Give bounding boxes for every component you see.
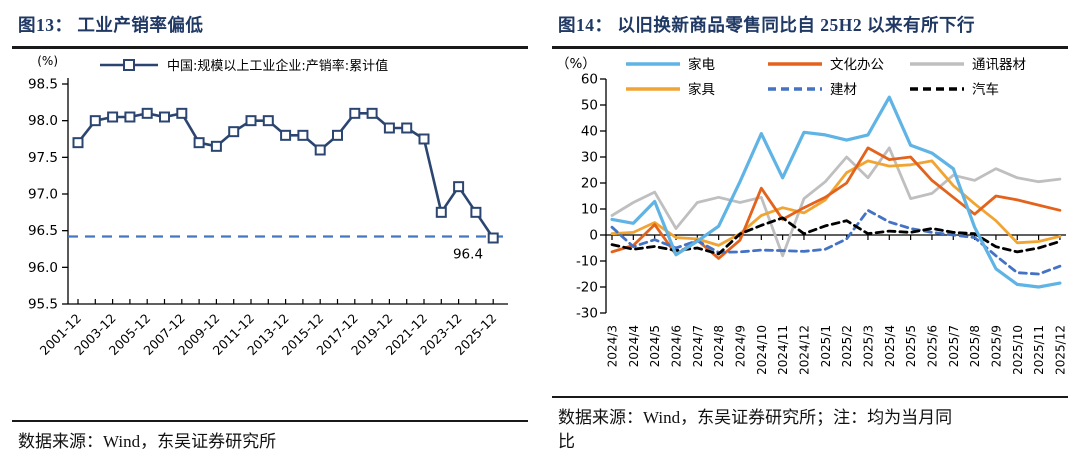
axes: -30 -20 -10 0 10 20 30 40 50 60 2024/3 2024/4 2024/5… bbox=[576, 72, 1067, 375]
y-tick-label: 40 bbox=[581, 124, 598, 140]
series-marker bbox=[280, 129, 292, 141]
series-marker bbox=[262, 115, 274, 127]
x-tick-label: 2025/4 bbox=[883, 325, 897, 367]
y-tick-label: 98.5 bbox=[28, 77, 58, 93]
legend-label: 中国:规模以上工业企业:产销率:累计值 bbox=[167, 58, 388, 74]
series-marker bbox=[401, 122, 413, 134]
x-tick-label: 2024/12 bbox=[797, 325, 811, 375]
x-tick-label: 2025/5 bbox=[904, 325, 918, 367]
y-tick-label: 98.0 bbox=[28, 113, 58, 129]
figure14-source-row: 数据来源：Wind，东吴证券研究所；注：均为当月同比 bbox=[552, 395, 1068, 455]
series-marker bbox=[176, 107, 188, 119]
figure13-source-row: 数据来源：Wind，东吴证券研究所 bbox=[12, 420, 528, 455]
series-marker bbox=[107, 111, 119, 123]
figure13-title: 图13： 工业产销率偏低 bbox=[12, 8, 528, 49]
x-tick-label: 2024/7 bbox=[691, 325, 705, 367]
x-tick-label: 2024/6 bbox=[669, 325, 683, 367]
x-tick-label: 2024/5 bbox=[648, 325, 662, 367]
series-marker bbox=[297, 129, 309, 141]
figure14-panel: 图14： 以旧换新商品零售同比自 25H2 以来有所下行 （%） 家电 文化办公 通讯… bbox=[540, 0, 1080, 461]
x-tick-label: 2025/7 bbox=[947, 325, 961, 367]
x-tick-label: 2024/4 bbox=[627, 325, 641, 367]
legend: 中国:规模以上工业企业:产销率:累计值 bbox=[100, 58, 388, 74]
figure13-chart-area: 中国:规模以上工业企业:产销率:累计值 (%) 95.5 96.0 96.5 97.0 97… bbox=[0, 49, 540, 420]
series-marker bbox=[435, 206, 447, 218]
y-tick-label: 97.0 bbox=[28, 187, 58, 203]
x-tick-label: 2025/2 bbox=[840, 325, 854, 367]
legend-label-通讯器材: 通讯器材 bbox=[972, 57, 1026, 73]
y-tick-label: -20 bbox=[576, 280, 598, 296]
x-tick-label: 2024/11 bbox=[776, 325, 790, 375]
y-axis-unit-label: (%) bbox=[37, 54, 58, 68]
series-marker bbox=[366, 107, 378, 119]
figure13-panel: 图13： 工业产销率偏低 中国:规模以上工业企业:产销率:累计值 (%) 95.5 9… bbox=[0, 8, 540, 455]
series-marker bbox=[453, 181, 465, 193]
series-marker bbox=[141, 107, 153, 119]
series-line-家电 bbox=[610, 95, 1062, 289]
legend-label-家具: 家具 bbox=[688, 81, 715, 98]
y-tick-label: 0 bbox=[589, 228, 598, 244]
x-tick-label: 2024/9 bbox=[733, 325, 747, 367]
y-tick-label: 96.0 bbox=[28, 260, 58, 276]
x-tick-label: 2025/3 bbox=[861, 325, 875, 367]
series-marker bbox=[159, 111, 170, 123]
x-tick-label: 2024/10 bbox=[755, 325, 769, 375]
figure14-title: 图14： 以旧换新商品零售同比自 25H2 以来有所下行 bbox=[552, 8, 1068, 49]
x-tick-label: 2025/10 bbox=[1011, 325, 1025, 375]
x-tick-label: 2025/1 bbox=[819, 325, 833, 367]
y-tick-label: 95.5 bbox=[28, 297, 58, 313]
reference-value-annotation: 96.4 bbox=[453, 247, 483, 263]
y-tick-label: -30 bbox=[576, 306, 598, 322]
series-line-通讯器材 bbox=[610, 146, 1062, 258]
series-marker bbox=[72, 137, 84, 149]
legend-label-建材: 建材 bbox=[830, 82, 857, 98]
legend-label-文化办公: 文化办公 bbox=[830, 57, 884, 73]
series-marker bbox=[418, 133, 430, 145]
figure14-chart-area: （%） 家电 文化办公 通讯器材家具 建材 汽车 -30 -20 -10 0 10 20 30 40 50 6… bbox=[540, 49, 1080, 396]
y-tick-label: 60 bbox=[581, 72, 598, 88]
x-tick-label: 2025/8 bbox=[968, 325, 982, 367]
series-line-文化办公 bbox=[610, 146, 1062, 260]
series-marker bbox=[470, 206, 482, 218]
x-tick-label: 2025/9 bbox=[989, 325, 1003, 367]
y-tick-label: 96.5 bbox=[28, 223, 58, 239]
axes: (%)95.596.096.597.097.598.098.52001-1220… bbox=[28, 54, 508, 358]
x-tick-label: 2025/6 bbox=[925, 325, 939, 367]
x-tick-label: 2025/11 bbox=[1032, 325, 1046, 375]
figure14-source: 数据来源：Wind，东吴证券研究所；注：均为当月同比 bbox=[558, 407, 953, 452]
series-marker bbox=[314, 144, 326, 156]
series-marker bbox=[332, 129, 343, 141]
series-marker bbox=[245, 115, 257, 127]
y-tick-label: -10 bbox=[576, 254, 598, 270]
series-marker bbox=[228, 126, 240, 138]
figure13-source: 数据来源：Wind，东吴证券研究所 bbox=[18, 432, 277, 452]
series-产销率 bbox=[72, 107, 499, 244]
x-tick-label: 2025/12 bbox=[1053, 325, 1067, 375]
legend-label-家电: 家电 bbox=[688, 56, 715, 73]
legend-label-汽车: 汽车 bbox=[972, 81, 999, 98]
y-tick-label: 20 bbox=[581, 176, 598, 192]
y-tick-label: 50 bbox=[581, 98, 598, 114]
y-tick-label: 10 bbox=[581, 202, 598, 218]
figure13-chart: 中国:规模以上工业企业:产销率:累计值 (%) 95.5 96.0 96.5 97.0 97… bbox=[28, 54, 508, 358]
series-marker bbox=[487, 232, 499, 244]
series-marker bbox=[210, 140, 222, 152]
y-axis-unit-label: （%） bbox=[556, 56, 596, 72]
series-line-家具 bbox=[610, 159, 1062, 247]
x-tick-label: 2024/3 bbox=[606, 325, 620, 367]
legend-marker-swatch bbox=[123, 59, 135, 71]
series-marker bbox=[349, 107, 361, 119]
series-marker bbox=[383, 122, 395, 134]
series-marker bbox=[124, 111, 136, 123]
series-marker bbox=[89, 115, 101, 127]
y-tick-label: 30 bbox=[581, 150, 598, 166]
y-tick-label: 97.5 bbox=[28, 150, 58, 166]
series-marker bbox=[193, 137, 205, 149]
x-tick-label: 2024/8 bbox=[712, 325, 726, 367]
